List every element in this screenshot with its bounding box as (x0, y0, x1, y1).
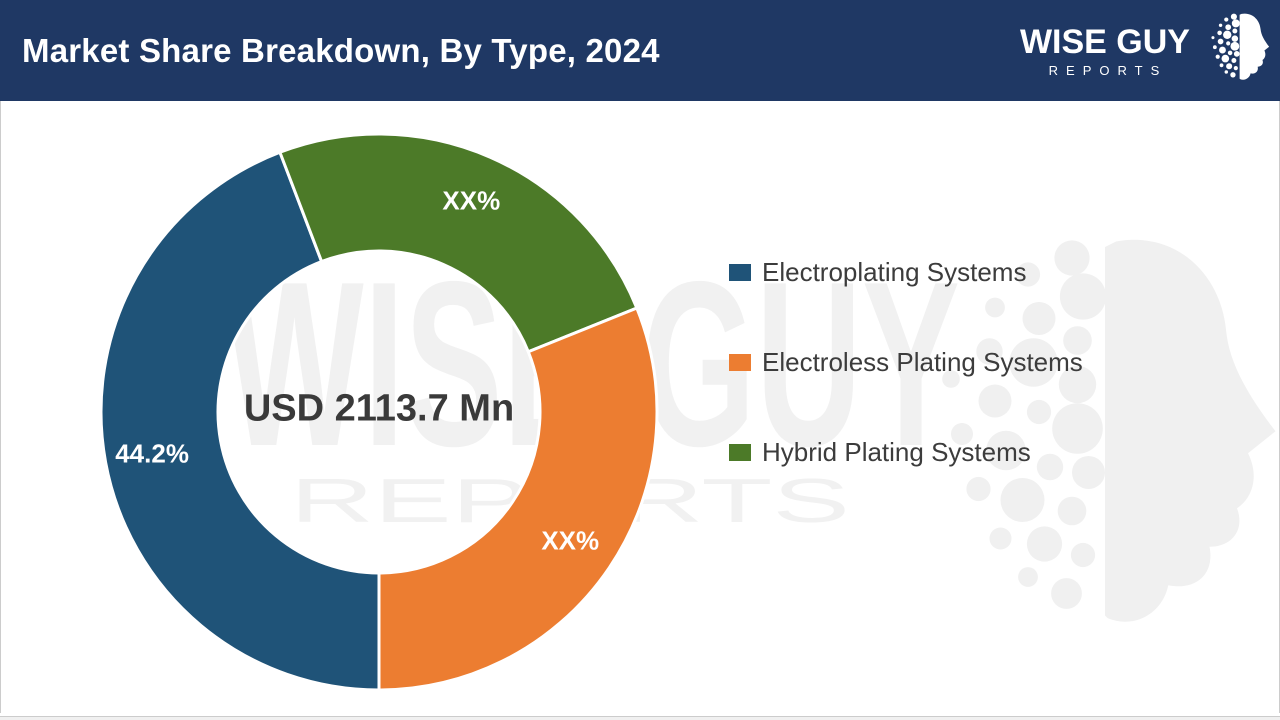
logo-text: WISE GUY REPORTS (1020, 25, 1190, 77)
segment-label-0: 44.2% (115, 438, 189, 469)
segment-label-2: XX% (541, 525, 600, 556)
donut-segment-1 (278, 132, 639, 354)
legend-swatch-electroless (729, 354, 751, 371)
center-value: USD 2113.7 Mn (243, 387, 515, 430)
legend-label-electroless: Electroless Plating Systems (762, 347, 1083, 377)
header-bar: Market Share Breakdown, By Type, 2024 WI… (0, 0, 1280, 101)
donut-segment-0 (99, 150, 381, 692)
bottom-strip (0, 716, 1280, 720)
wise-guy-logo: WISE GUY REPORTS (1020, 10, 1272, 92)
legend-item-electroless-plating-systems: Electroless Plating Systems (729, 347, 1083, 378)
legend-swatch-hybrid (729, 444, 751, 461)
donut-chart (99, 132, 659, 692)
legend-label-hybrid: Hybrid Plating Systems (762, 437, 1031, 467)
segment-label-1: XX% (442, 185, 501, 216)
donut-segment-2 (377, 306, 659, 692)
legend-label-electroplating: Electroplating Systems (762, 257, 1027, 287)
logo-subtext: REPORTS (1048, 62, 1168, 78)
logo-wordmark: WISE GUY (1019, 22, 1190, 61)
watermark-face-icon (942, 239, 1276, 622)
legend-item-hybrid-plating-systems: Hybrid Plating Systems (729, 437, 1031, 468)
legend-item-electroplating-systems: Electroplating Systems (729, 257, 1026, 288)
wise-guy-face-icon (1211, 13, 1270, 80)
legend-swatch-electroplating (729, 264, 751, 281)
page-title: Market Share Breakdown, By Type, 2024 (22, 31, 660, 69)
